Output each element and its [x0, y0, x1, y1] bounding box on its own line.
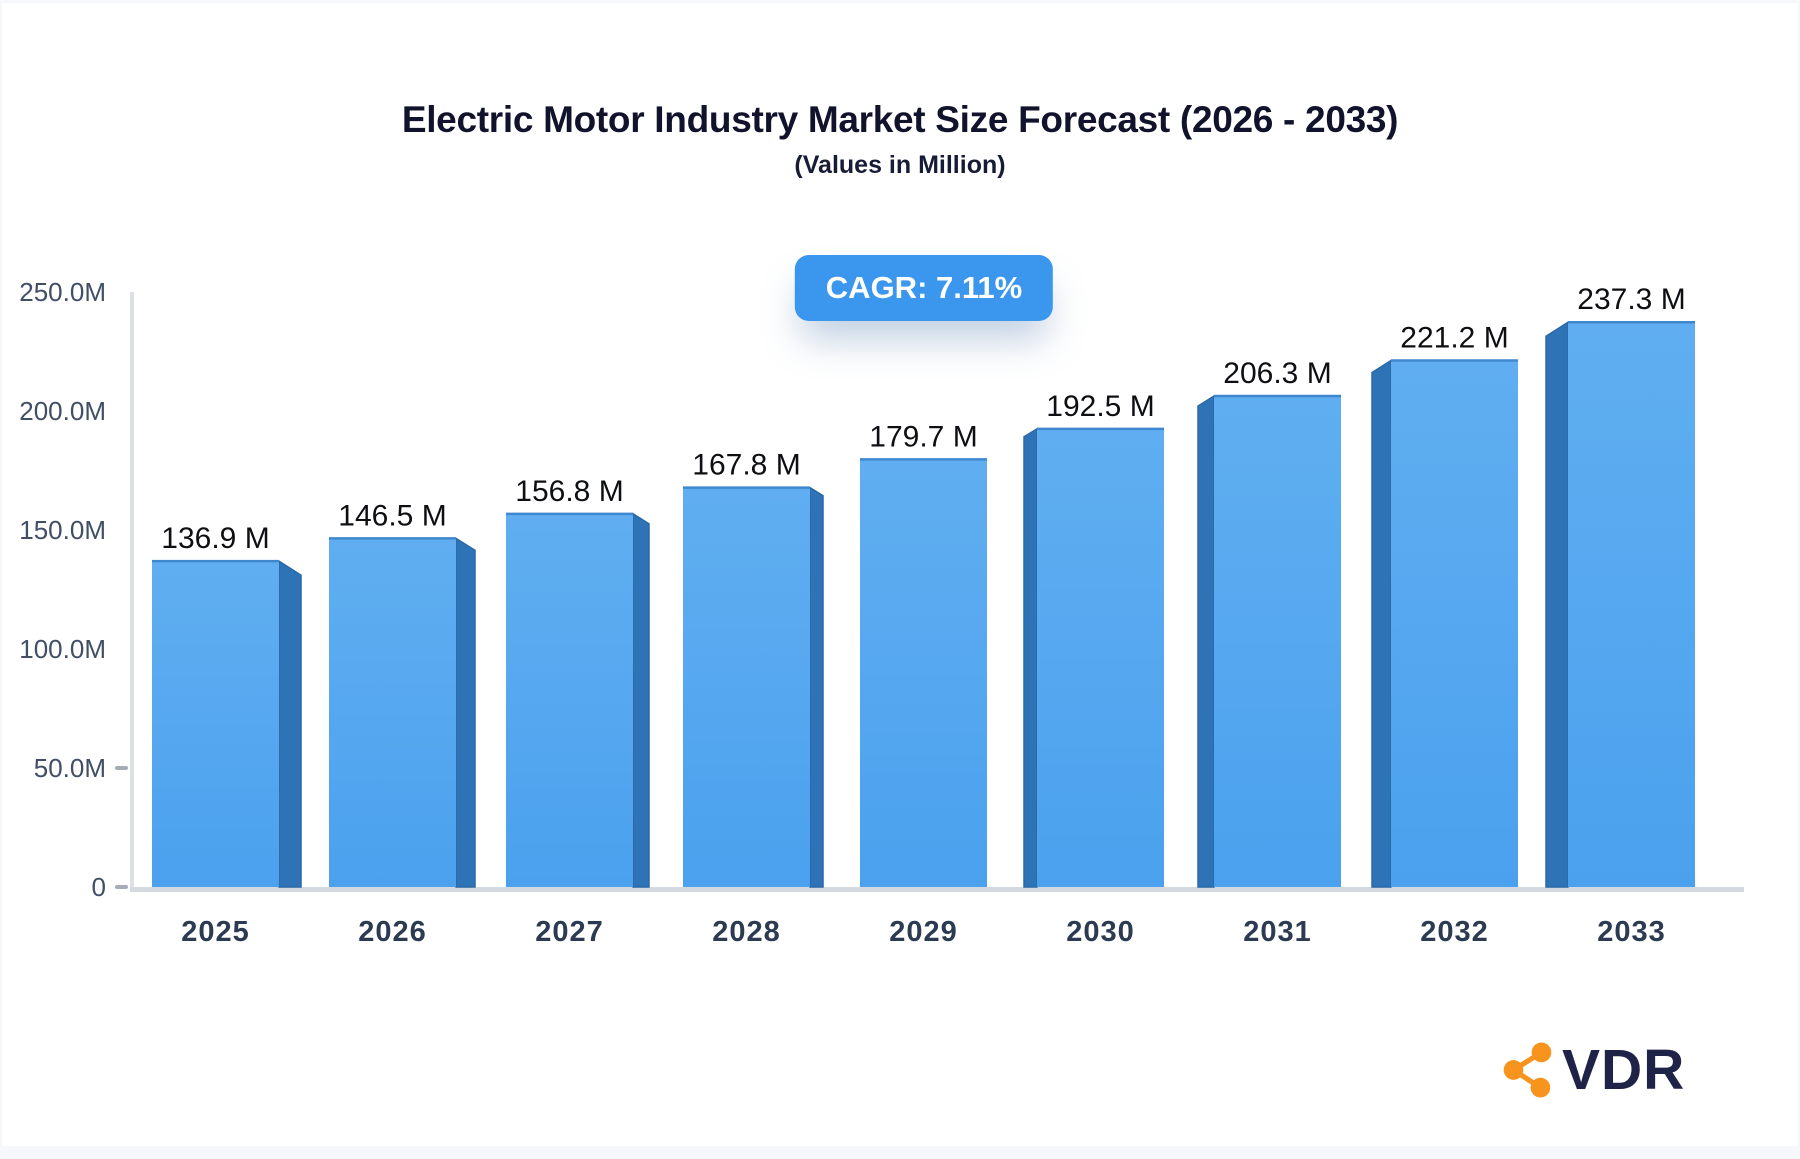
bar-value-label: 146.5 M: [338, 499, 446, 532]
bar-value-label: 136.9 M: [161, 522, 269, 555]
bar-front-face: [683, 488, 810, 887]
y-tick-label: 100.0M: [19, 634, 106, 664]
bar-side-face: [279, 561, 301, 887]
bar-side-face: [1198, 396, 1214, 887]
bar-front-face: [152, 561, 279, 887]
bar-group: 156.8 M: [506, 475, 649, 887]
x-axis-label: 2028: [712, 916, 781, 948]
y-tick-label: 50.0M: [34, 753, 106, 783]
x-axis-label: 2026: [358, 916, 427, 948]
x-axis-label: 2033: [1597, 916, 1666, 948]
bar-front-face: [1568, 322, 1695, 887]
y-tick-label: 250.0M: [19, 277, 106, 307]
bar-front-face: [860, 459, 987, 887]
bar-side-face: [1372, 361, 1391, 887]
brand-name: VDR: [1562, 1042, 1685, 1099]
brand-logo: VDR: [1502, 1041, 1685, 1099]
bar-group: 146.5 M: [329, 499, 475, 887]
bar-side-face: [633, 514, 649, 887]
x-axis-label: 2030: [1066, 916, 1135, 948]
chart-card: Electric Motor Industry Market Size Fore…: [2, 3, 1798, 1146]
bar-value-label: 179.7 M: [869, 420, 977, 453]
y-tick-mark: [115, 766, 128, 770]
bar-value-label: 221.2 M: [1400, 322, 1508, 355]
y-tick-mark: [115, 885, 128, 889]
bar-group: 136.9 M: [152, 522, 301, 887]
bar-group: 206.3 M: [1198, 357, 1341, 887]
bar-group: 167.8 M: [683, 449, 823, 887]
y-tick-label: 200.0M: [19, 396, 106, 426]
x-axis-label: 2029: [889, 916, 958, 948]
bar-value-label: 167.8 M: [692, 449, 800, 482]
cagr-badge: CAGR: 7.11%: [795, 255, 1053, 321]
bar-value-label: 192.5 M: [1046, 390, 1154, 423]
x-axis-label: 2027: [535, 916, 604, 948]
bar-group: 179.7 M: [860, 420, 987, 887]
bar-side-face: [1546, 322, 1568, 887]
x-axis-label: 2031: [1243, 916, 1312, 948]
bar-chart-svg: 250.0M 200.0M 150.0M 100.0M 50.0M 0 136.9 M 202…: [2, 3, 1800, 1159]
bar-value-label: 206.3 M: [1223, 357, 1331, 390]
bar-group: 192.5 M: [1024, 390, 1164, 887]
y-tick-label: 150.0M: [19, 515, 106, 545]
x-axis-baseline: [130, 887, 1744, 892]
bar-front-face: [1391, 361, 1518, 887]
x-axis-label: 2032: [1420, 916, 1489, 948]
bar-value-label: 156.8 M: [515, 475, 623, 508]
bar-side-face: [810, 488, 823, 887]
bar-group: 221.2 M: [1372, 322, 1518, 887]
bar-front-face: [506, 514, 633, 887]
bar-group: 237.3 M: [1546, 283, 1695, 887]
share-network-icon: [1502, 1041, 1554, 1099]
bar-front-face: [1214, 396, 1341, 887]
bar-front-face: [329, 538, 456, 887]
y-axis-line: [130, 292, 134, 887]
x-axis-label: 2025: [181, 916, 250, 948]
y-tick-label: 0: [92, 872, 106, 902]
bar-value-label: 237.3 M: [1577, 283, 1685, 316]
bar-front-face: [1037, 429, 1164, 887]
bar-side-face: [1024, 429, 1037, 887]
bar-side-face: [456, 538, 475, 887]
